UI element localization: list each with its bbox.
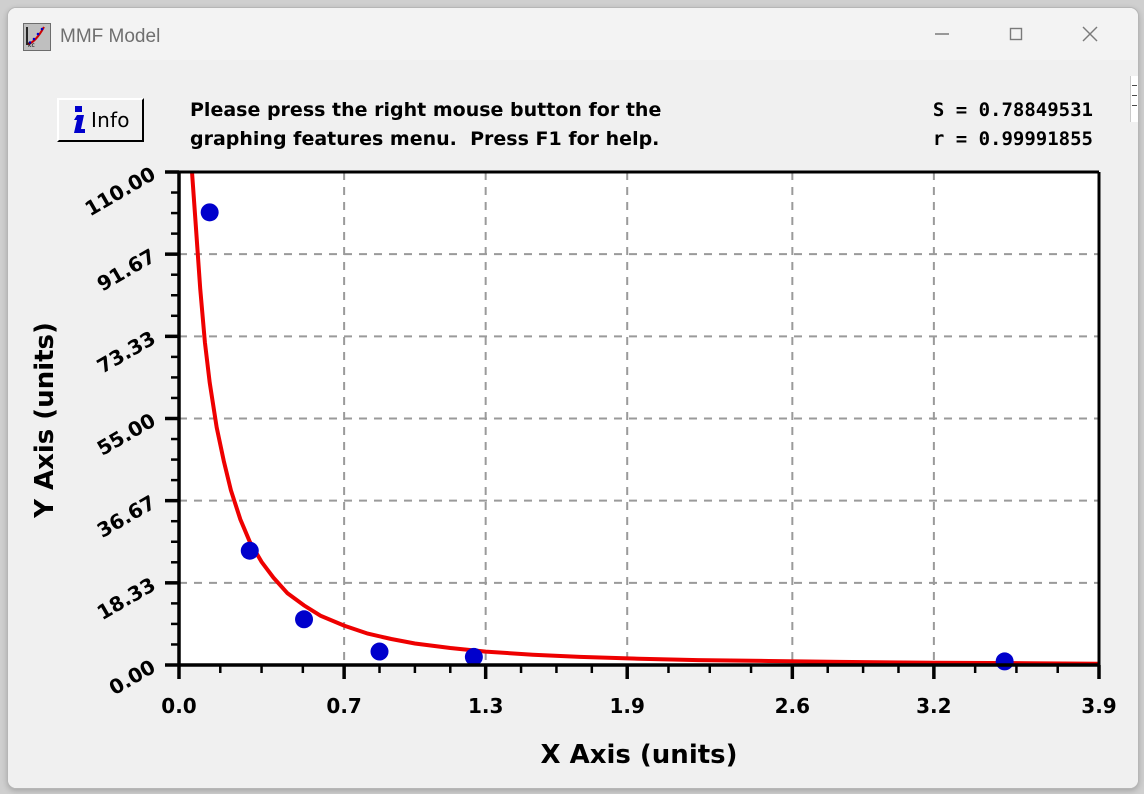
fit-statistics: S = 0.78849531 r = 0.99991855 <box>933 96 1093 154</box>
hint-text: Please press the right mouse button for … <box>190 96 661 154</box>
x-tick-label: 3.9 <box>1081 694 1116 718</box>
data-point <box>464 647 483 666</box>
data-point <box>370 642 389 661</box>
minimize-icon[interactable] <box>914 8 970 59</box>
y-tick-labels: 0.00 18.33 36.67 55.00 73.33 91.67 110.00 <box>81 162 160 700</box>
x-tick-label: 1.3 <box>468 694 503 718</box>
information-i-icon <box>63 103 89 137</box>
maximize-icon[interactable] <box>988 8 1044 59</box>
window-title: MMF Model <box>60 26 161 47</box>
x-tick-labels: 0.0 0.7 1.3 1.9 2.6 3.2 3.9 <box>161 694 1116 718</box>
chart-curve-icon: kc <box>23 23 51 51</box>
hint-line-1: Please press the right mouse button for … <box>190 99 662 121</box>
y-tick-label: 73.33 <box>93 326 160 378</box>
x-axis-title: X Axis (units) <box>540 740 737 770</box>
y-tick-label: 110.00 <box>81 162 160 221</box>
x-tick-label: 3.2 <box>916 694 951 718</box>
mmf-model-window: kc MMF Model <box>7 7 1139 789</box>
stat-r: r = 0.99991855 <box>932 128 1093 150</box>
y-axis-ticks <box>165 170 179 667</box>
hint-line-2: graphing features menu. Press F1 for hel… <box>190 128 660 150</box>
svg-text:kc: kc <box>28 42 35 48</box>
plot-area: 0.0 0.7 1.3 1.9 2.6 3.2 3.9 0.00 18.33 36.67 55.0… <box>8 60 1138 788</box>
data-point <box>295 610 314 629</box>
title-bar: kc MMF Model <box>8 8 1138 61</box>
x-tick-label: 1.9 <box>609 694 644 718</box>
client-area: Info Please press the right mouse button… <box>8 60 1138 788</box>
x-tick-label: 0.7 <box>326 694 361 718</box>
data-point <box>200 203 219 222</box>
info-button[interactable]: Info <box>57 98 144 142</box>
info-button-label: Info <box>91 108 130 132</box>
y-tick-label: 55.00 <box>93 408 160 460</box>
data-point <box>240 541 259 560</box>
y-tick-label: 18.33 <box>93 572 160 624</box>
data-point <box>995 652 1014 671</box>
x-axis-ticks <box>177 665 1101 679</box>
x-tick-label: 0.0 <box>161 694 196 718</box>
y-axis-title: Y Axis (units) <box>30 322 60 519</box>
y-tick-label: 91.67 <box>93 244 160 296</box>
horizontal-gridlines <box>179 253 1099 584</box>
edge-artifact <box>1130 76 1138 122</box>
stat-s: S = 0.78849531 <box>932 99 1093 121</box>
y-tick-label: 0.00 <box>105 655 160 700</box>
y-tick-label: 36.67 <box>93 490 160 542</box>
fit-curve <box>190 171 1100 666</box>
close-icon[interactable] <box>1062 8 1118 59</box>
x-tick-label: 2.6 <box>775 694 810 718</box>
